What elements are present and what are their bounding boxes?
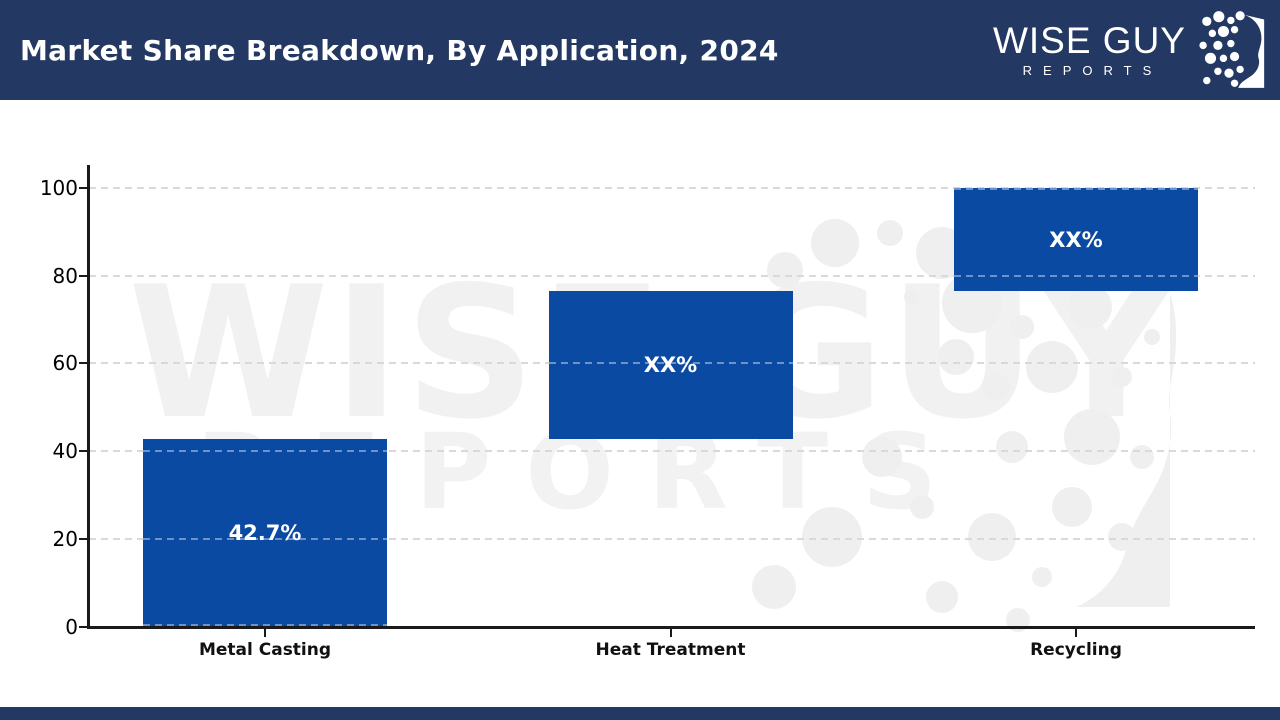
- footer-bar: [0, 707, 1280, 720]
- y-tick-mark-0: [79, 625, 88, 628]
- chart-title: Market Share Breakdown, By Application, …: [20, 33, 779, 67]
- y-tick-label-80: 80: [52, 263, 78, 288]
- bar-value-label-metal-casting: 42.7%: [228, 520, 302, 545]
- y-tick-label-40: 40: [52, 439, 78, 464]
- logo-face-icon: [1199, 11, 1265, 88]
- y-tick-label-0: 0: [65, 614, 78, 639]
- y-tick-mark-60: [79, 362, 88, 365]
- y-tick-mark-80: [79, 274, 88, 277]
- bar-gridline-overlay-60: [548, 362, 793, 365]
- bar-value-label-recycling: XX%: [1049, 227, 1103, 252]
- logo-reports-label: REPORTS: [1022, 63, 1163, 78]
- y-tick-mark-100: [79, 187, 88, 189]
- brand-logo: WISE GUY REPORTS: [993, 0, 1266, 100]
- gridline-80: [89, 274, 1255, 277]
- x-axis-label-metal-casting: Metal Casting: [198, 640, 332, 660]
- bar-value-label-heat-treatment: XX%: [643, 353, 698, 378]
- bar-gridline-overlay-80: [954, 274, 1198, 277]
- logo-wiseguy-label: WISE GUY: [992, 20, 1186, 61]
- y-axis-line: [87, 165, 90, 628]
- bar-gridline-overlay-40: [143, 450, 387, 453]
- gridline-100: [89, 187, 1255, 189]
- bar-recycling: XX%: [954, 188, 1198, 292]
- brand-logo-text: WISE GUY REPORTS: [993, 22, 1186, 78]
- gridline-40: [89, 450, 1255, 453]
- y-tick-label-60: 60: [52, 351, 78, 376]
- y-tick-mark-20: [79, 537, 88, 540]
- bar-heat-treatment: XX%: [548, 291, 793, 440]
- bar-metal-casting: 42.7%: [143, 439, 387, 627]
- y-tick-label-20: 20: [52, 526, 78, 551]
- bar-gridline-overlay-20: [143, 537, 387, 540]
- x-tick-mark-recycling: [1075, 628, 1077, 637]
- x-axis-label-recycling: Recycling: [1030, 640, 1122, 660]
- x-axis-label-heat-treatment: Heat Treatment: [595, 640, 746, 660]
- header-bar: Market Share Breakdown, By Application, …: [0, 0, 1280, 100]
- bar-gridline-overlay-100: [954, 188, 1198, 190]
- y-tick-label-100: 100: [39, 176, 78, 200]
- x-tick-mark-heat-treatment: [669, 628, 672, 637]
- gridline-20: [89, 537, 1255, 540]
- y-tick-mark-40: [79, 450, 88, 453]
- x-axis-line: [87, 626, 1255, 629]
- bar-gridline-overlay-0: [143, 624, 387, 627]
- x-tick-mark-metal-casting: [264, 628, 266, 637]
